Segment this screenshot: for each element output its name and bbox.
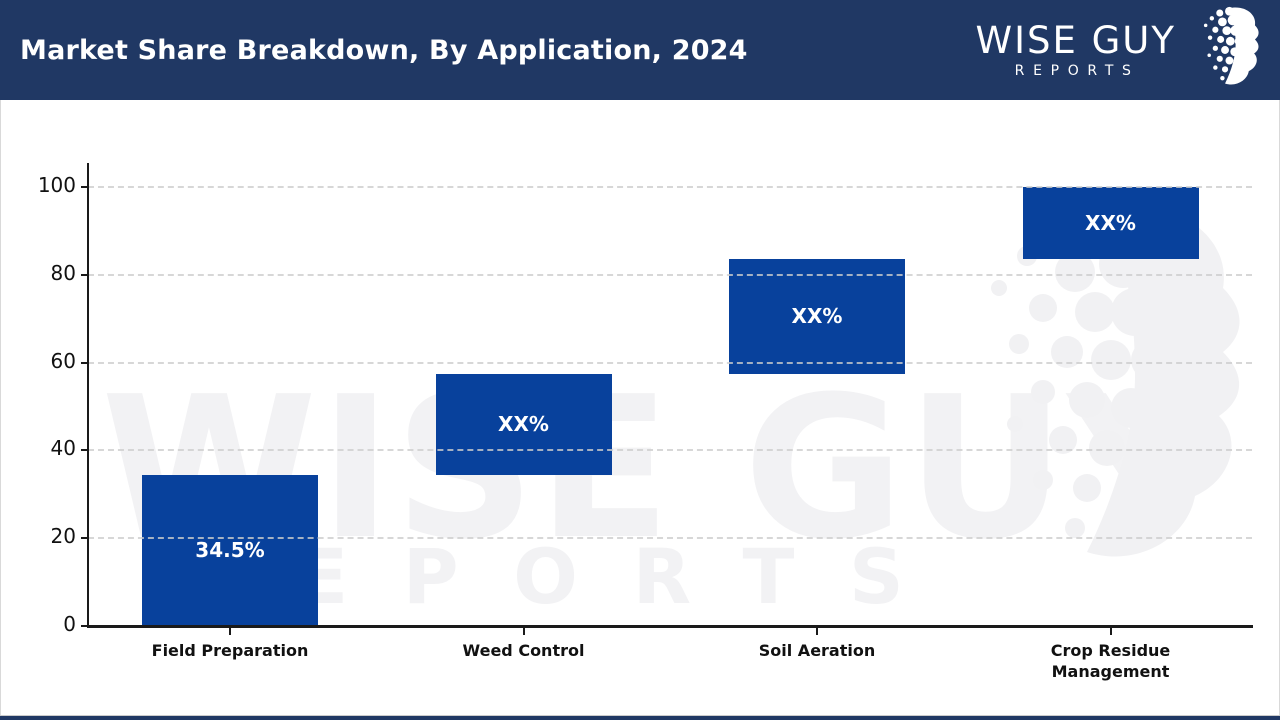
- y-tick-mark: [81, 273, 88, 276]
- y-axis-spine: [87, 163, 89, 627]
- x-category-label: Crop Residue Management: [1050, 641, 1171, 681]
- y-tick-label: 100: [37, 173, 76, 197]
- bar-value-label: XX%: [498, 412, 549, 437]
- bar-soil-aeration: XX%: [729, 259, 905, 374]
- logo-sub-text: REPORTS: [1014, 62, 1140, 79]
- gridline-60: [88, 361, 1252, 364]
- x-axis-spine: [87, 625, 1253, 628]
- bar-weed-control: XX%: [435, 373, 612, 475]
- gridline-40: [88, 449, 1252, 452]
- gridline-20: [88, 537, 1252, 540]
- x-category-label: Field Preparation: [151, 641, 309, 660]
- y-tick-mark: [81, 625, 88, 627]
- bottom-accent-bar: [0, 716, 1280, 720]
- y-tick-label: 60: [50, 348, 76, 373]
- y-tick-label: 80: [50, 260, 76, 285]
- y-tick-label: 20: [50, 524, 76, 549]
- logo-text: WISE GUY REPORTS: [976, 22, 1176, 79]
- bar-crop-residue-management: XX%: [1022, 187, 1199, 260]
- bar-value-label: XX%: [791, 304, 843, 329]
- x-category-label: Weed Control: [462, 641, 585, 660]
- gridline-80: [88, 273, 1252, 276]
- bar-value-label: 34.5%: [195, 538, 265, 563]
- x-tick-mark: [522, 628, 525, 635]
- y-tick-mark: [81, 537, 88, 540]
- bar-field-preparation: 34.5%: [142, 474, 318, 626]
- x-tick-mark: [229, 628, 231, 635]
- y-tick-label: 40: [50, 436, 76, 461]
- y-tick-mark: [81, 449, 88, 452]
- x-category-label: Soil Aeration: [758, 641, 876, 660]
- report-header: Market Share Breakdown, By Application, …: [0, 0, 1280, 100]
- y-tick-mark: [81, 186, 88, 188]
- y-tick-label: 0: [63, 612, 76, 636]
- x-tick-mark: [1109, 628, 1112, 635]
- gridline-100: [88, 186, 1252, 188]
- bar-value-label: XX%: [1085, 211, 1136, 236]
- wise-guy-logo: WISE GUY REPORTS: [976, 6, 1280, 94]
- bottom-divider: [0, 715, 1280, 716]
- page-title: Market Share Breakdown, By Application, …: [20, 34, 748, 66]
- x-tick-mark: [816, 628, 818, 635]
- logo-brand-text: WISE GUY: [975, 18, 1176, 62]
- y-tick-mark: [81, 361, 88, 364]
